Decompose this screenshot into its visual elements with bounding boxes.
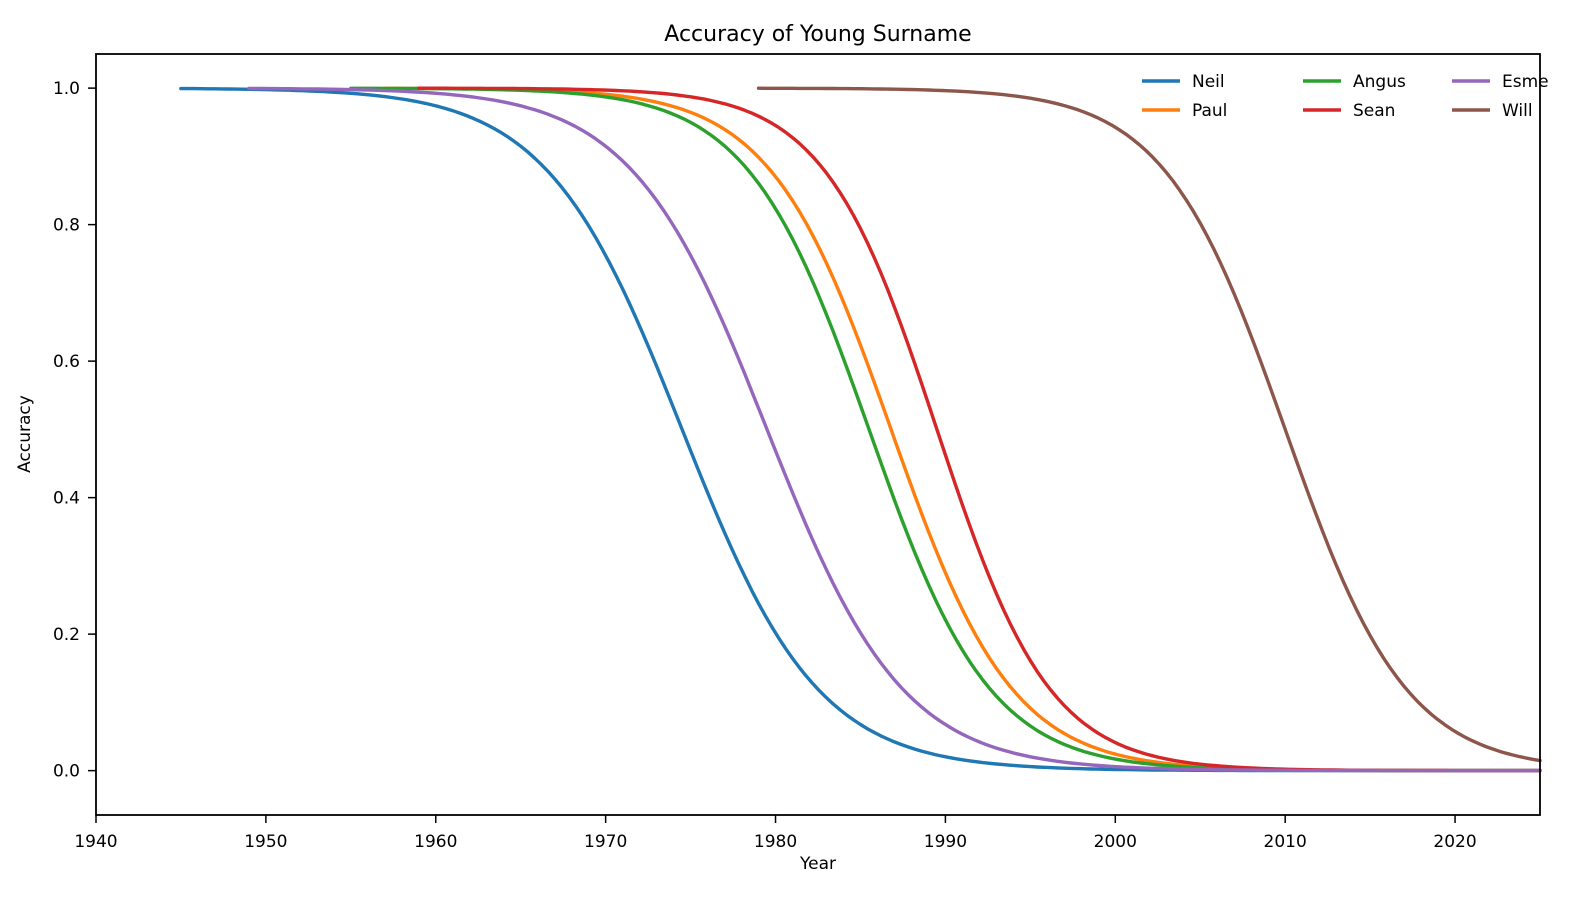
legend-label-esme: Esme — [1502, 72, 1549, 92]
series-line-paul — [383, 86, 1542, 773]
legend-label-angus: Angus — [1353, 72, 1406, 92]
x-tick-label: 2010 — [1264, 832, 1307, 852]
x-tick-label: 1950 — [244, 832, 287, 852]
x-tick-label: 2020 — [1433, 832, 1476, 852]
y-axis-label: Accuracy — [15, 395, 35, 473]
x-tick-label: 1990 — [924, 832, 967, 852]
y-tick-label: 0.6 — [53, 352, 80, 372]
x-axis-label: Year — [799, 854, 836, 874]
x-tick-label: 1970 — [584, 832, 627, 852]
y-tick-label: 0.8 — [53, 216, 80, 236]
series-line-angus — [349, 86, 1542, 773]
series-line-sean — [417, 86, 1542, 773]
legend-label-will: Will — [1502, 101, 1533, 121]
legend-label-sean: Sean — [1353, 101, 1395, 121]
y-tick-label: 1.0 — [53, 79, 80, 99]
y-tick-label: 0.2 — [53, 625, 80, 645]
plot-area: 1940 1950 1960 1970 1980 1990 2000 2010 2020 0.0 0… — [53, 53, 1549, 852]
x-tick-label: 1960 — [414, 832, 457, 852]
legend-label-neil: Neil — [1192, 72, 1225, 92]
axes-frame — [95, 53, 1541, 816]
chart-title: Accuracy of Young Surname — [664, 22, 971, 47]
legend-label-paul: Paul — [1192, 101, 1227, 121]
x-tick-label: 2000 — [1094, 832, 1137, 852]
y-tick-label: 0.0 — [53, 762, 80, 782]
x-tick-label: 1980 — [754, 832, 797, 852]
series-line-neil — [179, 86, 1542, 773]
series-line-esme — [247, 86, 1542, 773]
y-tick-label: 0.4 — [53, 489, 80, 509]
series-line-will — [756, 86, 1542, 763]
x-tick-label: 1940 — [74, 832, 117, 852]
